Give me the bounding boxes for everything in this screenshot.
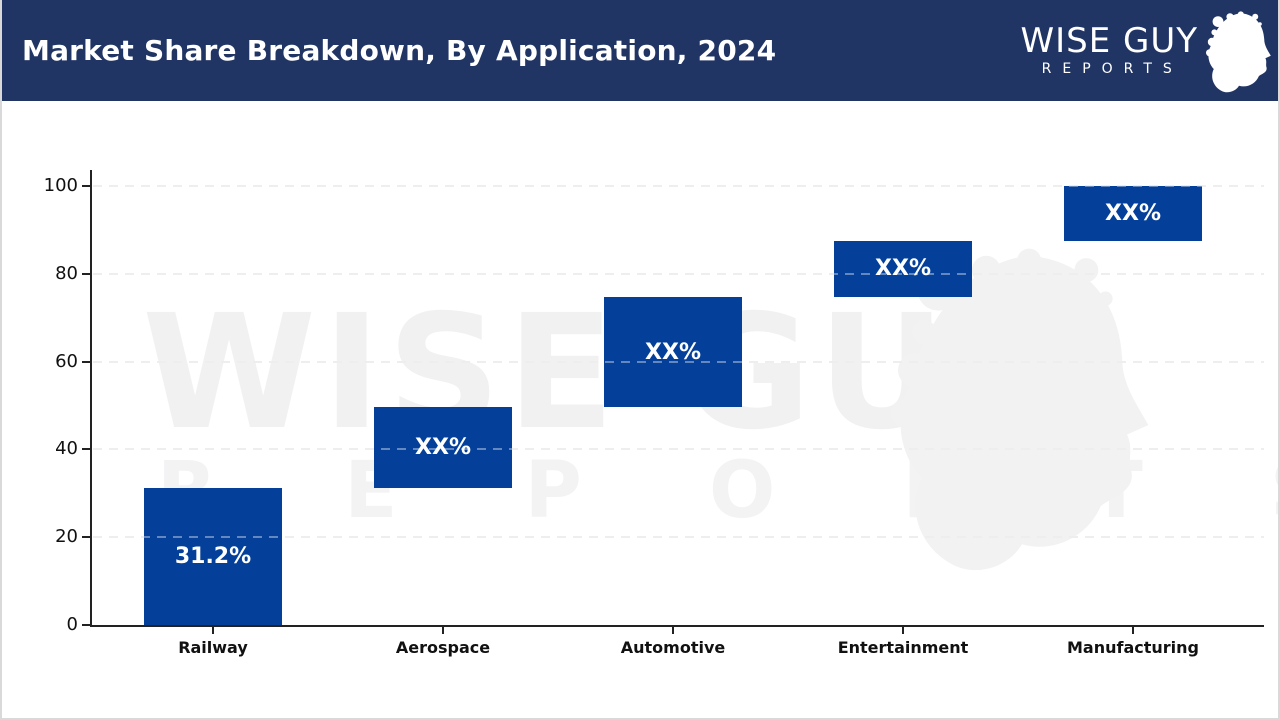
bar-railway: 31.2% [144, 488, 282, 625]
y-tick-label: 80 [55, 262, 78, 284]
y-tick [82, 272, 90, 275]
chart-title: Market Share Breakdown, By Application, … [22, 34, 777, 67]
gridline [93, 185, 1264, 187]
bar-value-label: XX% [645, 339, 701, 365]
y-tick-label: 20 [55, 526, 78, 548]
bar-value-label: 31.2% [174, 544, 252, 569]
y-tick-label: 0 [66, 614, 78, 635]
y-axis-line [90, 170, 92, 627]
gridline [93, 536, 1264, 539]
category-label: Entertainment [837, 638, 969, 657]
gridline [93, 448, 1264, 451]
y-tick [82, 185, 90, 187]
bar-aerospace: XX% [374, 407, 512, 489]
logo-wordmark: WISE GUY REPORTS [1020, 24, 1198, 77]
x-tick [212, 627, 214, 634]
x-tick [442, 627, 444, 634]
brand-logo: WISE GUY REPORTS [1020, 0, 1278, 101]
y-tick-label: 100 [43, 175, 78, 196]
logo-wordmark-line2: REPORTS [1041, 61, 1183, 77]
y-tick-label: 40 [55, 438, 78, 460]
category-label: Manufacturing [1067, 638, 1199, 657]
x-tick [902, 627, 904, 634]
category-label: Aerospace [395, 638, 491, 657]
y-tick [82, 536, 90, 539]
header-bar: Market Share Breakdown, By Application, … [2, 0, 1278, 101]
gridline [93, 272, 1264, 275]
category-label: Automotive [620, 638, 726, 657]
bar-automotive: XX% [604, 297, 742, 408]
bar-value-label: XX% [1105, 200, 1161, 226]
y-tick [82, 448, 90, 451]
gridline-overlay [93, 448, 1264, 451]
gridline-overlay [93, 536, 1264, 539]
gridline-overlay [93, 185, 1264, 187]
bar-manufacturing: XX% [1064, 186, 1202, 241]
bar-value-label: XX% [415, 435, 471, 461]
y-tick [82, 360, 90, 363]
y-tick-label: 60 [55, 350, 78, 372]
gridline-overlay [93, 272, 1264, 275]
gridline-overlay [93, 360, 1264, 363]
x-tick [1132, 627, 1134, 634]
category-label: Railway [178, 638, 248, 657]
x-tick [672, 627, 674, 634]
bar-value-label: XX% [875, 256, 931, 282]
bar-entertainment: XX% [834, 240, 972, 298]
x-axis-line [90, 625, 1264, 627]
logo-wordmark-line1: WISE GUY [1020, 21, 1198, 61]
y-tick [82, 624, 90, 626]
